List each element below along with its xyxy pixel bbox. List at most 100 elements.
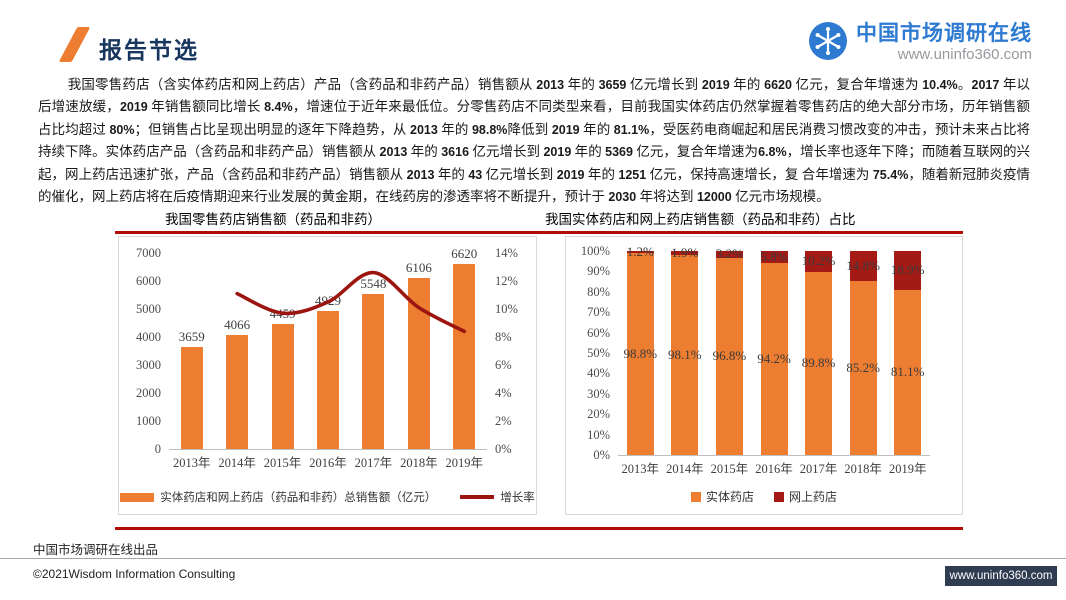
sales-bar xyxy=(180,346,203,449)
physical-pharmacy-bar-segment xyxy=(715,257,743,455)
value-axis-tick: 1000 xyxy=(136,414,161,428)
online-share-label: 18.9% xyxy=(890,262,925,278)
page-title: 报告节选 xyxy=(99,37,199,63)
footer-divider xyxy=(0,558,1066,559)
x-axis-label: 2018年 xyxy=(400,456,438,470)
physical-share-label: 96.8% xyxy=(712,348,747,364)
right-chart-title: 我国实体药店和网上药店销售额（药品和非药）占比 xyxy=(545,212,856,227)
pct-axis-tick: 10% xyxy=(495,302,518,316)
axis-baseline xyxy=(169,449,487,450)
sales-bar xyxy=(362,293,385,449)
legend-label-online: 网上药店 xyxy=(789,490,838,504)
x-axis-label: 2015年 xyxy=(263,456,302,470)
x-axis-label: 2014年 xyxy=(218,456,256,470)
physical-pharmacy-bar-segment xyxy=(805,271,833,455)
site-logo-name: 中国市场调研在线 xyxy=(856,22,1032,45)
value-axis-tick: 6000 xyxy=(136,274,161,288)
pct-axis-tick: 90% xyxy=(587,264,610,279)
physical-pharmacy-bar-segment xyxy=(894,289,922,455)
site-url-badge[interactable]: www.uninfo360.com xyxy=(945,566,1057,586)
legend-swatch-physical xyxy=(690,491,701,502)
sales-bar xyxy=(453,263,476,449)
value-axis-tick: 7000 xyxy=(136,246,161,260)
pct-axis-tick: 10% xyxy=(587,427,610,442)
bottom-divider xyxy=(115,527,963,530)
pct-axis-tick: 8% xyxy=(495,330,512,344)
snowflake-logo-icon xyxy=(809,22,847,60)
legend-swatch-online xyxy=(774,491,784,502)
footer-copyright: ©2021Wisdom Information Consulting xyxy=(33,567,236,581)
physical-pharmacy-bar-segment xyxy=(671,254,699,455)
online-pharmacy-bar-segment xyxy=(894,251,922,290)
pct-axis-tick: 70% xyxy=(587,305,610,320)
pct-axis-tick: 12% xyxy=(495,274,518,288)
physical-pharmacy-bar-segment xyxy=(849,281,877,455)
online-share-label: 3.2% xyxy=(715,246,743,262)
online-share-label: 5.8% xyxy=(760,248,788,264)
online-pharmacy-bar-segment xyxy=(805,251,833,272)
bar-value-label: 4066 xyxy=(224,317,251,333)
site-logo-url: www.uninfo360.com xyxy=(897,46,1032,63)
pct-axis-tick: 4% xyxy=(495,386,512,400)
sales-bar xyxy=(407,278,430,449)
bar-value-label: 6620 xyxy=(451,245,478,261)
value-axis-tick: 2000 xyxy=(136,386,161,400)
left-chart-legend: 实体药店和网上药店（药品和非药）总销售额（亿元） 增长率 xyxy=(119,489,536,505)
physical-pharmacy-bar-segment xyxy=(626,253,654,455)
online-pharmacy-bar-segment xyxy=(671,251,699,255)
growth-rate-line xyxy=(235,270,467,334)
pct-axis-tick: 30% xyxy=(587,386,610,401)
value-axis-tick: 3000 xyxy=(136,358,161,372)
online-share-label: 10.2% xyxy=(801,253,836,269)
sales-bar xyxy=(271,324,294,449)
x-axis-label: 2017年 xyxy=(799,462,838,476)
legend-label-growth: 增长率 xyxy=(500,492,535,504)
site-logo: 中国市场调研在线 www.uninfo360.com xyxy=(808,21,1032,63)
x-axis-label: 2018年 xyxy=(844,462,882,476)
online-pharmacy-bar-segment xyxy=(715,251,743,258)
x-axis-label: 2013年 xyxy=(172,456,211,470)
pct-axis-tick: 50% xyxy=(587,346,610,360)
bar-value-label: 6106 xyxy=(405,260,432,276)
x-axis-label: 2014年 xyxy=(666,462,704,476)
online-share-label: 14.8% xyxy=(846,258,880,274)
x-axis-label: 2019年 xyxy=(888,462,927,476)
legend-swatch-sales xyxy=(120,492,155,502)
online-share-label: 1.2% xyxy=(626,244,654,260)
bar-value-label: 3659 xyxy=(178,328,205,344)
pct-axis-tick: 14% xyxy=(495,246,518,260)
physical-share-label: 94.2% xyxy=(757,350,791,366)
right-chart: 0% 10% 20% 30% 40% 50% 60% 70% 80% 90% 100% 1.2% 98.… xyxy=(565,236,963,515)
online-pharmacy-bar-segment xyxy=(849,251,877,282)
value-axis-tick: 0 xyxy=(154,442,161,456)
online-share-label: 1.9% xyxy=(671,244,699,260)
physical-share-label: 81.1% xyxy=(890,364,925,380)
online-pharmacy-bar-segment xyxy=(626,251,654,254)
left-chart: 0 1000 2000 3000 4000 5000 6000 7000 0% 2% 4% 6% 8% 1… xyxy=(118,236,537,515)
pct-axis-tick: 2% xyxy=(495,414,512,428)
value-axis-tick: 4000 xyxy=(136,330,161,344)
x-axis-label: 2015年 xyxy=(710,462,749,476)
pct-axis-tick: 100% xyxy=(580,244,610,258)
pct-axis-tick: 40% xyxy=(587,366,610,381)
pct-axis-tick: 0% xyxy=(495,442,512,456)
x-axis-label: 2013年 xyxy=(621,462,660,476)
physical-share-label: 85.2% xyxy=(846,360,880,376)
pct-axis-tick: 20% xyxy=(587,407,610,422)
value-axis-tick: 5000 xyxy=(136,302,161,316)
legend-label-physical: 实体药店 xyxy=(705,490,754,504)
bar-value-label: 5548 xyxy=(360,275,387,291)
footer-produced-by: 中国市场调研在线出品 xyxy=(33,543,159,557)
x-axis-label: 2016年 xyxy=(755,462,793,476)
pct-axis-tick: 60% xyxy=(587,325,610,340)
pct-axis-tick: 80% xyxy=(587,284,610,299)
physical-pharmacy-bar-segment xyxy=(760,262,788,455)
physical-share-label: 98.8% xyxy=(623,346,658,362)
legend-swatch-growth xyxy=(460,495,495,499)
x-axis-label: 2016年 xyxy=(309,456,347,470)
sales-bar xyxy=(317,310,339,449)
x-axis-label: 2019年 xyxy=(445,456,484,470)
report-paragraph: 我国零售药店（含实体药店和网上药店）产品（含药品和非药产品）销售额从 2013 … xyxy=(38,77,1031,205)
right-chart-legend: 实体药店 网上药店 xyxy=(566,488,962,505)
